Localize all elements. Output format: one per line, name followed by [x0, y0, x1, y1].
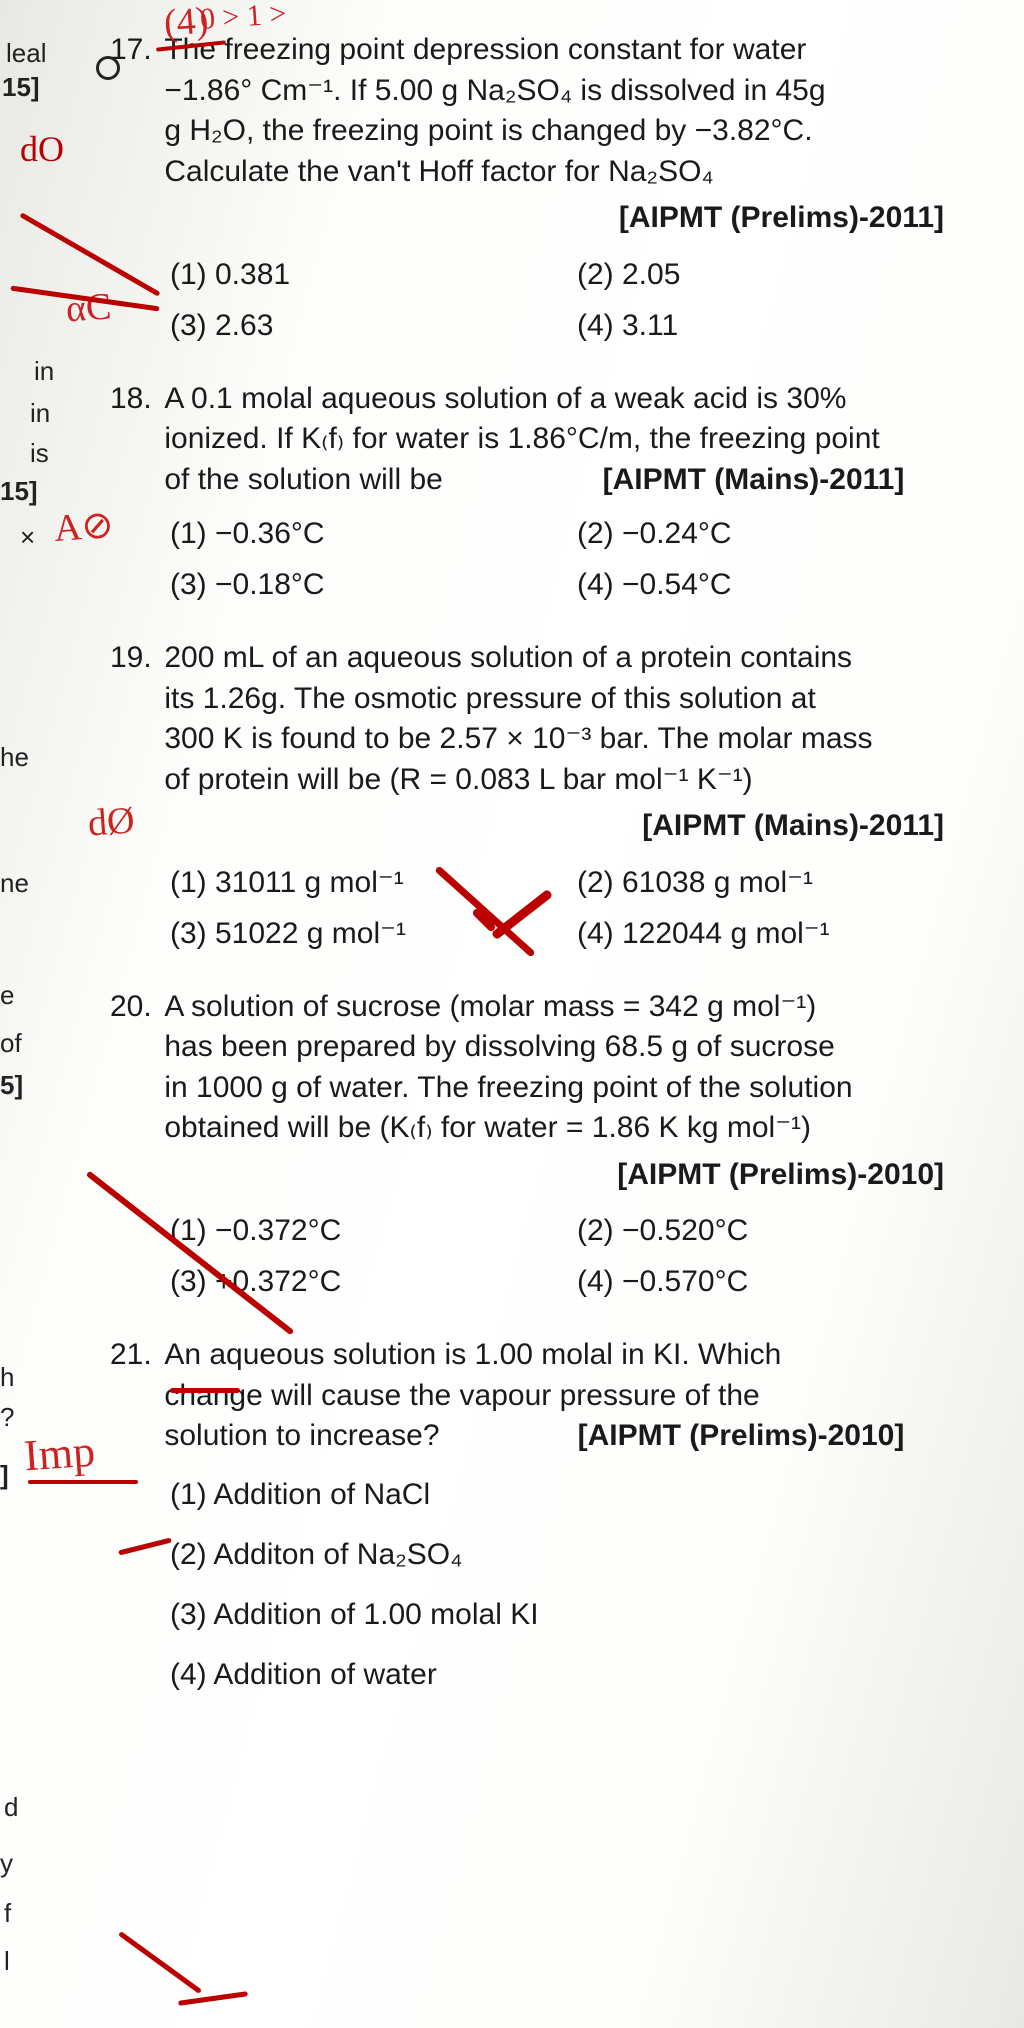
option-2: (2) 2.05	[577, 249, 984, 300]
line: solution to increase?	[164, 1419, 439, 1452]
margin-text: 5]	[0, 1070, 23, 1101]
line: obtained will be (K₍f₎ for water = 1.86 …	[164, 1111, 811, 1144]
exam-source: [AIPMT (Prelims)-2011]	[110, 198, 944, 239]
options: (1) Addition of NaCl (2) Additon of Na₂S…	[170, 1465, 984, 1705]
margin-text: in	[34, 356, 54, 387]
option-4: (4) 122044 g mol⁻¹	[577, 908, 984, 959]
hand-annotation: dØ	[87, 798, 136, 845]
margin-text: f	[4, 1898, 11, 1929]
question-text: An aqueous solution is 1.00 molal in KI.…	[164, 1335, 944, 1457]
line: of the solution will be	[164, 463, 443, 496]
option-2: (2) −0.520°C	[577, 1205, 984, 1256]
option-4: (4) −0.570°C	[577, 1256, 984, 1307]
option-1: (1) Addition of NaCl	[170, 1465, 984, 1525]
option-3: (3) 2.63	[170, 300, 577, 351]
margin-text: he	[0, 742, 29, 773]
exam-source: [AIPMT (Mains)-2011]	[110, 806, 944, 847]
option-3: (3) −0.18°C	[170, 559, 577, 610]
line: ionized. If K₍f₎ for water is 1.86°C/m, …	[164, 422, 879, 455]
margin-text: of	[0, 1028, 22, 1059]
hand-annotation: (4)	[163, 0, 210, 45]
line: has been prepared by dissolving 68.5 g o…	[164, 1030, 834, 1063]
options: (1) 0.381 (2) 2.05 (3) 2.63 (4) 3.11	[170, 249, 984, 351]
question-text: A 0.1 molal aqueous solution of a weak a…	[164, 379, 944, 501]
line: Calculate the van't Hoff factor for Na₂S…	[164, 155, 713, 188]
hand-annotation: A⊘	[53, 502, 115, 551]
question-number: 18.	[110, 379, 156, 420]
hand-strike	[170, 1388, 240, 1393]
option-4: (4) Addition of water	[170, 1645, 984, 1705]
line: in 1000 g of water. The freezing point o…	[164, 1071, 852, 1104]
question-text: The freezing point depression constant f…	[164, 30, 944, 192]
hand-annotation: αC	[65, 284, 113, 331]
line: A solution of sucrose (molar mass = 342 …	[164, 990, 816, 1023]
hand-underline	[28, 1480, 138, 1484]
question-21: 21. An aqueous solution is 1.00 molal in…	[110, 1335, 984, 1705]
hand-line	[118, 1931, 202, 1994]
question-text: A solution of sucrose (molar mass = 342 …	[164, 987, 944, 1149]
margin-text: in	[30, 398, 50, 429]
exam-source: [AIPMT (Mains)-2011]	[603, 460, 905, 501]
option-2: (2) Additon of Na₂SO₄	[170, 1525, 984, 1585]
line: 200 mL of an aqueous solution of a prote…	[164, 641, 852, 674]
option-1: (1) −0.36°C	[170, 508, 577, 559]
question-number: 19.	[110, 638, 156, 679]
margin-text: 15]	[2, 72, 40, 103]
question-17: 17. The freezing point depression consta…	[110, 30, 984, 351]
margin-text: e	[0, 980, 14, 1011]
line: of protein will be (R = 0.083 L bar mol⁻…	[164, 763, 752, 796]
options: (1) −0.372°C (2) −0.520°C (3) +0.372°C (…	[170, 1205, 984, 1307]
question-text: 200 mL of an aqueous solution of a prote…	[164, 638, 944, 800]
question-18: 18. A 0.1 molal aqueous solution of a we…	[110, 379, 984, 611]
line: 300 K is found to be 2.57 × 10⁻³ bar. Th…	[164, 722, 872, 755]
exam-source: [AIPMT (Prelims)-2010]	[110, 1155, 944, 1196]
margin-text: l	[4, 1946, 10, 1977]
page: leal 15] dO in in is 15] × he ne e of 5]…	[0, 0, 1024, 2028]
hand-annotation: 0 > 1 >	[199, 0, 288, 37]
margin-text: ?	[0, 1402, 14, 1433]
margin-text: y	[0, 1848, 13, 1879]
hand-annotation: Imp	[22, 1426, 96, 1482]
margin-hand: dO	[20, 128, 64, 170]
line: −1.86° Cm⁻¹. If 5.00 g Na₂SO₄ is dissolv…	[164, 74, 825, 107]
hand-dot	[96, 56, 120, 80]
margin-text: ne	[0, 868, 29, 899]
option-4: (4) −0.54°C	[577, 559, 984, 610]
margin-text: ]	[0, 1460, 9, 1491]
question-number: 20.	[110, 987, 156, 1028]
exam-source: [AIPMT (Prelims)-2010]	[578, 1416, 905, 1457]
margin-text: is	[30, 438, 49, 469]
line: The freezing point depression constant f…	[164, 33, 806, 66]
line: g H₂O, the freezing point is changed by …	[164, 114, 812, 147]
options: (1) 31011 g mol⁻¹ (2) 61038 g mol⁻¹ (3) …	[170, 857, 984, 959]
option-3: (3) Addition of 1.00 molal KI	[170, 1585, 984, 1645]
margin-text: 15]	[0, 476, 38, 507]
question-20: 20. A solution of sucrose (molar mass = …	[110, 987, 984, 1308]
option-4: (4) 3.11	[577, 300, 984, 351]
option-2: (2) −0.24°C	[577, 508, 984, 559]
line: A 0.1 molal aqueous solution of a weak a…	[164, 382, 846, 415]
margin-text: h	[0, 1362, 14, 1393]
option-2: (2) 61038 g mol⁻¹	[577, 857, 984, 908]
question-number: 21.	[110, 1335, 156, 1376]
line: change will cause the vapour pressure of…	[164, 1379, 759, 1412]
line: its 1.26g. The osmotic pressure of this …	[164, 682, 815, 715]
option-1: (1) 0.381	[170, 249, 577, 300]
line: An aqueous solution is 1.00 molal in KI.…	[164, 1338, 781, 1371]
margin-text: d	[4, 1792, 18, 1823]
option-1: (1) −0.372°C	[170, 1205, 577, 1256]
margin-text: ×	[20, 522, 35, 553]
hand-strike	[178, 1991, 248, 2006]
options: (1) −0.36°C (2) −0.24°C (3) −0.18°C (4) …	[170, 508, 984, 610]
margin-text: leal	[6, 38, 46, 69]
